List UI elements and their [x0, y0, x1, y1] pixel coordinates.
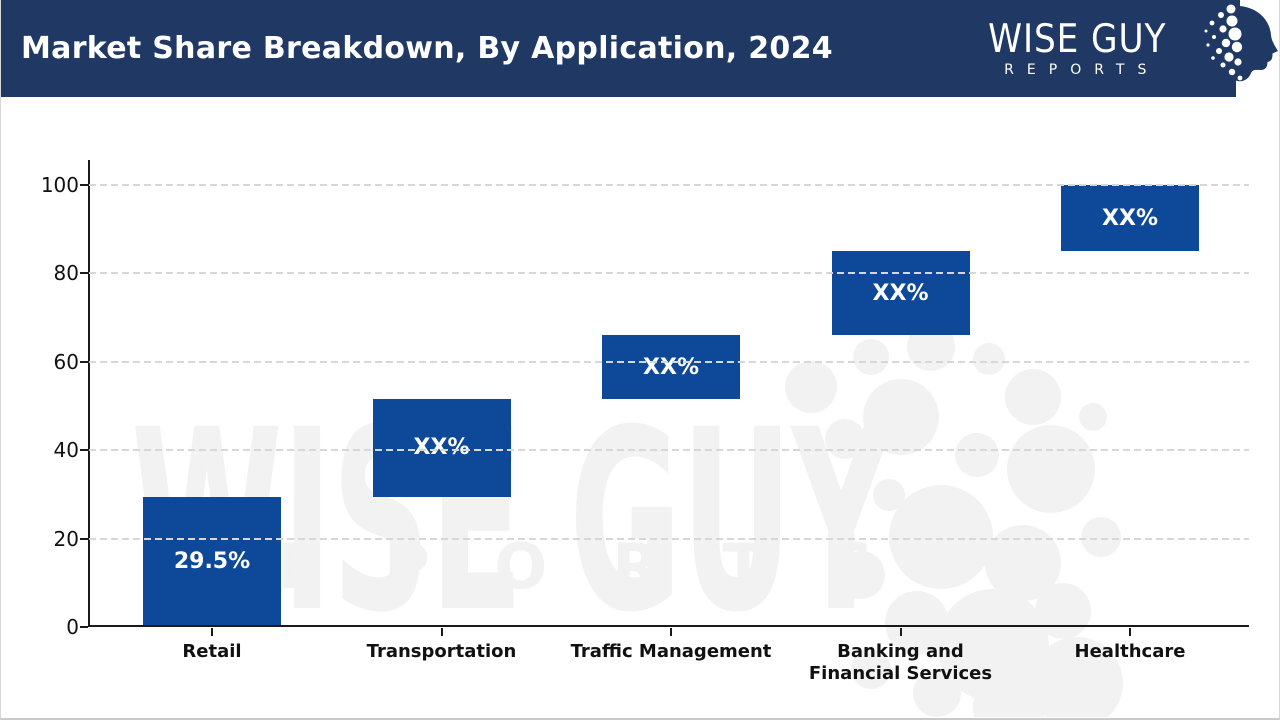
gridline-100 [89, 184, 1249, 186]
bar-value-label: XX% [1102, 205, 1158, 231]
bar-value-label: XX% [643, 354, 699, 380]
page-title: Market Share Breakdown, By Application, … [21, 31, 833, 66]
x-category-label-line: Banking and [837, 641, 964, 662]
x-category-label-line: Financial Services [808, 663, 993, 684]
plot-area: WISE GUY REPORTS 0 20 40 60 80 100 29.5% Retail… [1, 97, 1279, 717]
bar-value-label: 29.5% [173, 549, 251, 575]
logo-sub-text: REPORTS [1004, 62, 1160, 78]
y-tick-mark-100 [80, 184, 88, 186]
gridline-40 [89, 449, 1249, 452]
y-tick-mark-40 [80, 449, 88, 452]
watermark-sub-text: REPORTS [164, 530, 940, 603]
x-category-label: Healthcare [1020, 641, 1240, 663]
logo-name-text: WISE GUY [987, 17, 1166, 62]
x-tick-mark-4 [1129, 628, 1131, 636]
gridline-60 [89, 360, 1249, 363]
x-category-label-line: Traffic Management [570, 641, 772, 662]
wiseguy-head-icon [1204, 0, 1279, 97]
y-tick-mark-0 [80, 626, 88, 628]
x-category-label-line: Retail [182, 641, 242, 662]
gridline-20 [89, 537, 1249, 540]
x-axis-line [88, 625, 1249, 627]
wiseguy-logo: WISE GUY REPORTS [976, 0, 1279, 97]
watermark-head-icon [785, 323, 1123, 717]
bar-healthcare[interactable]: XX% [1061, 185, 1199, 252]
bar-retail[interactable]: 29.5% [143, 496, 281, 627]
y-tick-label-80: 80 [53, 261, 79, 286]
x-category-label-line: Healthcare [1074, 641, 1186, 662]
bar-transportation[interactable]: XX% [372, 399, 511, 497]
y-tick-label-40: 40 [53, 438, 79, 463]
x-tick-mark-3 [899, 628, 902, 636]
wiseguy-logo-text: WISE GUY REPORTS [976, 20, 1178, 77]
y-tick-label-20: 20 [53, 526, 79, 551]
x-category-label: Retail [102, 641, 322, 663]
x-category-label-line: Transportation [366, 641, 517, 662]
x-tick-mark-1 [440, 628, 443, 636]
gridline-80 [89, 272, 1249, 275]
x-category-label: Transportation [332, 641, 552, 663]
x-category-label: Banking and Financial Services [791, 641, 1011, 685]
x-category-label: Traffic Management [561, 641, 781, 663]
bar-value-label: XX% [872, 280, 929, 306]
x-tick-mark-2 [670, 628, 672, 636]
y-tick-mark-80 [80, 272, 88, 275]
bar-banking-and-financial-services[interactable]: XX% [831, 251, 970, 336]
y-tick-mark-60 [80, 360, 88, 363]
y-tick-mark-20 [80, 537, 88, 540]
header-bar: Market Share Breakdown, By Application, … [1, 0, 1279, 97]
y-tick-label-0: 0 [66, 615, 79, 639]
bar-value-label: XX% [413, 435, 470, 461]
bar-traffic-management[interactable]: XX% [602, 335, 740, 400]
x-tick-mark-0 [211, 628, 213, 636]
y-tick-label-100: 100 [40, 173, 79, 197]
y-tick-label-60: 60 [53, 349, 79, 374]
y-axis-line [88, 160, 90, 627]
